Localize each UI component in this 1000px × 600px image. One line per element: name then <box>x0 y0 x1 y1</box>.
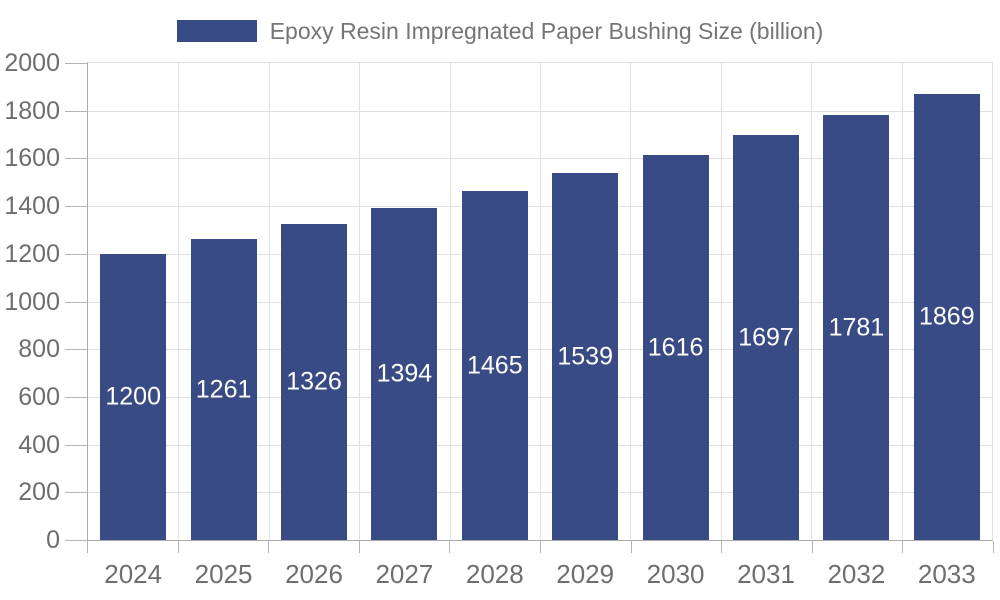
bar-value-label: 1394 <box>376 359 433 388</box>
plot-area: 1200 1261 1326 1394 1465 1539 1616 1697 1781 1869 <box>87 62 993 541</box>
v-gridline <box>720 63 722 540</box>
legend[interactable]: Epoxy Resin Impregnated Paper Bushing Si… <box>0 18 1000 44</box>
x-tick-mark <box>178 541 179 553</box>
bar[interactable]: 1200 <box>100 254 167 540</box>
x-tick-label: 2025 <box>194 559 253 589</box>
y-tick-label: 1800 <box>4 96 60 125</box>
x-tick-mark <box>268 541 269 553</box>
x-tick-label: 2030 <box>646 559 705 589</box>
x-tick-label: 2027 <box>375 559 434 589</box>
bar[interactable]: 1616 <box>642 155 709 540</box>
y-tick-mark <box>65 349 87 350</box>
v-gridline <box>178 63 180 540</box>
bar[interactable]: 1697 <box>733 135 799 540</box>
y-tick-label: 1000 <box>4 287 60 316</box>
v-gridline <box>449 63 451 540</box>
x-tick-mark <box>540 541 541 553</box>
y-tick-label: 1200 <box>4 239 60 268</box>
y-tick-mark <box>65 492 87 493</box>
v-gridline <box>359 63 361 540</box>
bar[interactable]: 1465 <box>461 191 528 540</box>
v-gridline <box>268 63 270 540</box>
bar-value-label: 1697 <box>738 323 794 351</box>
bar[interactable]: 1869 <box>913 94 980 540</box>
x-tick-label: 2032 <box>827 559 886 589</box>
bar[interactable]: 1261 <box>190 239 257 540</box>
y-tick-label: 1600 <box>4 144 60 173</box>
y-tick-label: 600 <box>18 382 60 411</box>
y-tick-mark <box>65 254 87 255</box>
y-tick-mark <box>65 540 87 541</box>
y-tick-mark <box>65 302 87 303</box>
bar[interactable]: 1781 <box>823 115 890 540</box>
x-tick-label: 2026 <box>285 559 343 589</box>
bar-value-label: 1616 <box>647 333 704 361</box>
y-tick-mark <box>65 111 87 112</box>
bar[interactable]: 1326 <box>281 224 347 540</box>
bar[interactable]: 1539 <box>552 173 619 540</box>
x-tick-mark <box>812 541 813 553</box>
y-tick-label: 400 <box>18 430 60 459</box>
x-tick-mark <box>993 541 994 553</box>
v-gridline <box>540 63 541 540</box>
y-tick-label: 2000 <box>4 49 60 77</box>
x-tick-mark <box>902 541 903 553</box>
y-tick-label: 200 <box>18 478 60 507</box>
bar-value-label: 1465 <box>466 351 523 379</box>
y-tick-label: 0 <box>46 526 60 554</box>
y-tick-mark <box>65 158 87 159</box>
x-tick-label: 2033 <box>917 559 976 589</box>
y-tick-label: 1400 <box>4 192 60 221</box>
y-tick-mark <box>65 397 87 398</box>
bar-value-label: 1261 <box>195 375 252 403</box>
bar[interactable]: 1394 <box>371 208 438 540</box>
v-gridline <box>811 63 813 540</box>
v-gridline <box>630 63 632 540</box>
x-tick-mark <box>631 541 632 553</box>
x-tick-label: 2028 <box>465 559 524 589</box>
legend-swatch-icon <box>176 20 257 42</box>
bar-value-label: 1869 <box>918 302 975 331</box>
y-tick-mark <box>65 445 87 446</box>
x-tick-mark <box>449 541 450 553</box>
x-tick-mark <box>721 541 722 553</box>
bar-value-label: 1539 <box>557 342 613 370</box>
legend-label: Epoxy Resin Impregnated Paper Bushing Si… <box>269 18 824 44</box>
bar-value-label: 1200 <box>105 382 161 411</box>
x-tick-label: 2031 <box>737 559 795 589</box>
x-tick-label: 2024 <box>104 559 163 589</box>
x-tick-mark <box>87 541 88 553</box>
v-gridline <box>901 63 903 540</box>
bar-value-label: 1781 <box>828 313 885 341</box>
x-tick-mark <box>359 541 360 553</box>
y-tick-mark <box>65 63 87 64</box>
y-tick-mark <box>65 206 87 207</box>
x-tick-label: 2029 <box>556 559 615 589</box>
bar-value-label: 1326 <box>286 367 342 396</box>
y-tick-label: 800 <box>18 335 60 364</box>
